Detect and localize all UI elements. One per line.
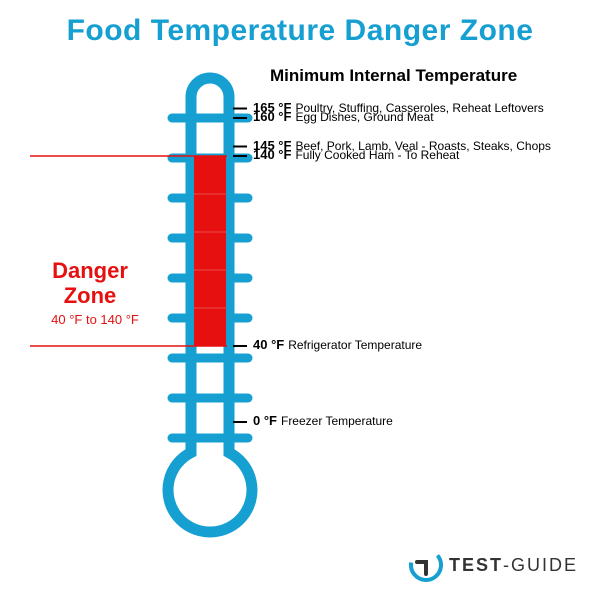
temp-desc: Egg Dishes, Ground Meat xyxy=(295,110,433,124)
danger-zone-range: 40 °F to 140 °F xyxy=(30,312,160,327)
danger-zone-fill xyxy=(194,156,226,346)
logo-text: TEST-GUIDE xyxy=(449,555,578,576)
temp-value: 40 °F xyxy=(253,337,284,352)
temp-value: 160 °F xyxy=(253,109,291,124)
temp-desc: Fully Cooked Ham - To Reheat xyxy=(295,148,459,162)
temp-label: 160 °F Egg Dishes, Ground Meat xyxy=(253,109,434,124)
temp-desc: Refrigerator Temperature xyxy=(288,338,422,352)
temp-label: 40 °F Refrigerator Temperature xyxy=(253,337,422,352)
temp-label: 0 °F Freezer Temperature xyxy=(253,413,393,428)
temp-desc: Freezer Temperature xyxy=(281,414,393,428)
temp-value: 0 °F xyxy=(253,413,277,428)
temp-label: 140 °F Fully Cooked Ham - To Reheat xyxy=(253,147,459,162)
brand-logo: TEST-GUIDE xyxy=(409,548,578,582)
temp-value: 140 °F xyxy=(253,147,291,162)
logo-icon xyxy=(409,548,443,582)
danger-zone-title: Danger Zone xyxy=(30,258,150,309)
